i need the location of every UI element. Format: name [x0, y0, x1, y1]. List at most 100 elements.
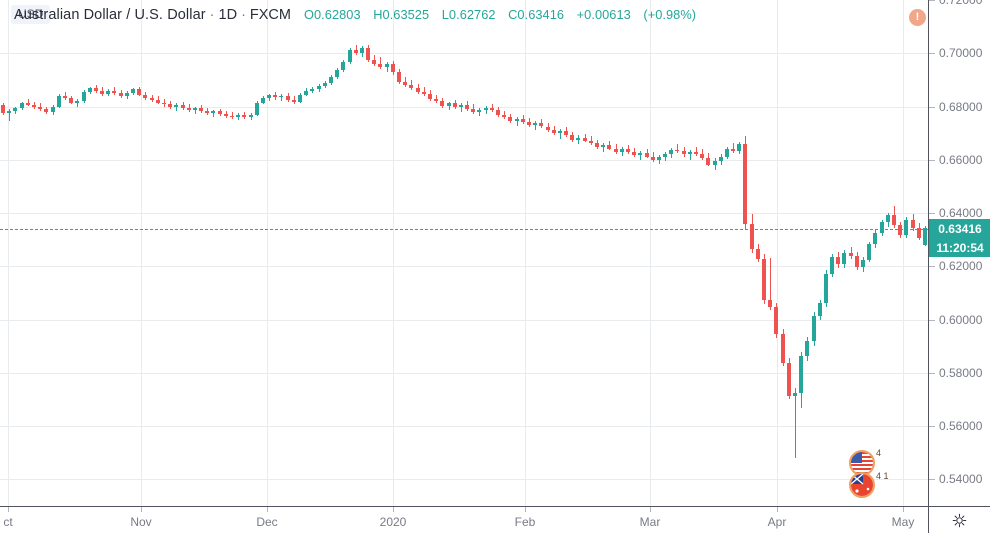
candle-body — [279, 95, 283, 98]
price-axis-label: 0.62000 — [939, 259, 983, 273]
candle-wick — [603, 143, 604, 153]
symbol-title[interactable]: Australian Dollar / U.S. Dollar — [14, 7, 206, 23]
candle-body — [861, 259, 865, 268]
candle-wick — [387, 61, 388, 73]
candle-body — [1, 105, 5, 114]
candle-body — [583, 137, 587, 141]
candle-body — [651, 156, 655, 160]
candle-body — [366, 48, 370, 60]
candle-body — [607, 145, 611, 149]
candle-body — [737, 144, 741, 152]
candle-body — [632, 152, 636, 155]
price-axis-tick — [929, 320, 935, 321]
candle-body — [508, 117, 512, 122]
candle-body — [663, 154, 667, 158]
candle-body — [218, 111, 222, 114]
time-axis-tick — [8, 507, 9, 512]
candle-body — [570, 135, 574, 140]
chart-interval[interactable]: 1D — [218, 7, 238, 23]
chart-gridlines — [0, 0, 928, 506]
candle-body — [249, 114, 253, 117]
candle-body — [669, 149, 673, 155]
price-axis-label: 0.72000 — [939, 0, 983, 7]
candle-body — [465, 104, 469, 109]
candle-body — [348, 50, 352, 62]
candle-body — [564, 131, 568, 136]
candle-body — [63, 95, 67, 98]
au-flag-svg — [851, 474, 873, 496]
candle-body — [112, 90, 116, 94]
candle-body — [7, 111, 11, 114]
chart-pane[interactable]: 4 4 1 — [0, 0, 928, 506]
candle-wick — [517, 117, 518, 126]
candle-body — [558, 131, 562, 134]
candle-body — [725, 149, 729, 157]
candle-body — [812, 316, 816, 342]
candle-body — [162, 102, 166, 105]
candle-body — [521, 119, 525, 122]
candle-body — [181, 104, 185, 108]
candle-body — [131, 89, 135, 93]
time-axis-tick — [267, 507, 268, 512]
price-axis-label: 0.58000 — [939, 366, 983, 380]
candle-body — [626, 149, 630, 153]
candle-body — [292, 99, 296, 102]
candle-body — [273, 95, 277, 98]
candle-body — [539, 123, 543, 127]
gridline-vertical — [393, 0, 394, 506]
candle-body — [657, 157, 661, 160]
candle-body — [459, 104, 463, 108]
au-flag-icon — [849, 472, 875, 498]
candle-body — [614, 148, 618, 152]
candle-wick — [560, 129, 561, 139]
current-price-badge[interactable]: 0.63416 — [929, 219, 990, 239]
current-price-line — [0, 228, 928, 230]
candle-body — [743, 144, 747, 224]
candle-body — [923, 228, 927, 245]
us-flag-icon — [849, 450, 875, 476]
candle-body — [416, 87, 420, 92]
gridline-horizontal — [0, 160, 928, 161]
candle-body — [911, 219, 915, 229]
legend-separator-1: · — [209, 7, 215, 23]
warning-dot-icon[interactable]: ! — [909, 9, 926, 26]
candle-body — [224, 113, 228, 116]
gridline-vertical — [650, 0, 651, 506]
price-axis-label: 0.60000 — [939, 313, 983, 327]
price-axis-tick — [929, 160, 935, 161]
price-axis-tick — [929, 373, 935, 374]
ohlc-change: +0.00613 — [576, 7, 631, 22]
price-axis[interactable]: 0.63416 11:20:54 0.72000 0.70000 0.68000 0.… — [928, 0, 990, 506]
candle-body — [688, 152, 692, 155]
chart-legend: Australian Dollar / U.S. Dollar · 1D · F… — [14, 7, 696, 27]
candle-body — [873, 233, 877, 245]
time-axis-tick — [650, 507, 651, 512]
candle-body — [434, 98, 438, 102]
gridline-horizontal — [0, 107, 928, 108]
candle-body — [731, 149, 735, 152]
candle-wick — [461, 103, 462, 113]
candle-body — [20, 103, 24, 108]
chart-settings-button[interactable] — [928, 506, 990, 533]
time-axis-label: 2020 — [379, 515, 407, 529]
candle-body — [255, 102, 259, 115]
gridline-horizontal — [0, 373, 928, 374]
chart-exchange[interactable]: FXCM — [249, 7, 291, 23]
time-axis-tick — [141, 507, 142, 512]
currency-unit-badge: USD — [11, 5, 51, 24]
ohlc-open: O0.62803 — [304, 7, 361, 22]
candle-wick — [213, 109, 214, 117]
candle-body — [94, 88, 98, 92]
gridline-horizontal — [0, 426, 928, 427]
candle-body — [818, 303, 822, 317]
candle-wick — [690, 150, 691, 161]
candle-body — [199, 108, 203, 112]
time-axis-tick — [525, 507, 526, 512]
candle-wick — [232, 112, 233, 120]
gridline-horizontal — [0, 53, 928, 54]
au-flag-count: 4 1 — [876, 471, 889, 481]
candle-body — [638, 153, 642, 155]
candle-body — [471, 108, 475, 112]
time-axis[interactable]: ct Nov Dec 2020 Feb Mar Apr May — [0, 506, 928, 533]
